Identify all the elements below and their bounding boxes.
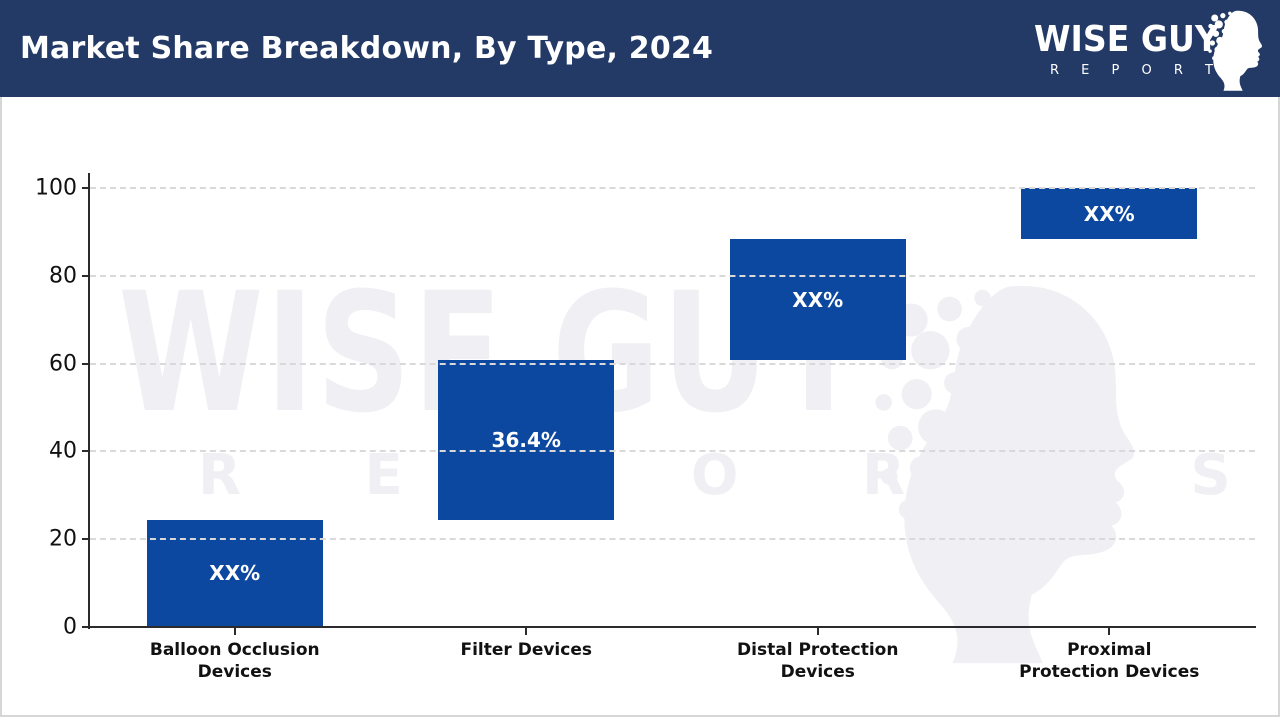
gridline: [90, 362, 1255, 365]
bar-segment: XX%: [1021, 188, 1198, 240]
y-axis-tick: [82, 538, 89, 541]
y-axis-tick-label: 100: [35, 175, 77, 201]
x-axis-tick: [816, 628, 819, 635]
bar-segment: XX%: [729, 239, 906, 361]
y-axis-tick-label: 80: [49, 263, 77, 289]
y-axis-tick: [82, 274, 89, 277]
brand-logo-subtext: R E P O R T S: [1050, 63, 1253, 78]
chart-canvas: WISE GUY R E P O R T S 0 20 40 60 80 100 XX% Ba…: [0, 97, 1280, 717]
bar-value-label: XX%: [792, 287, 844, 312]
x-axis-category-label: Proximal Protection Devices: [1019, 640, 1200, 683]
y-axis-line: [88, 173, 90, 629]
bar-value-label: XX%: [1083, 201, 1135, 226]
y-axis-tick-label: 0: [63, 614, 77, 640]
x-axis-category-label: Balloon Occlusion Devices: [149, 640, 320, 683]
x-axis-category-label: Distal Protection Devices: [737, 640, 899, 683]
brand-logo: WISE GUY R E P O R T S: [1006, 5, 1274, 93]
y-axis-tick: [82, 626, 89, 628]
y-axis-tick-label: 60: [49, 351, 77, 377]
y-axis-tick: [82, 362, 89, 365]
bar-segment: XX%: [146, 519, 323, 627]
gridline: [90, 450, 1255, 453]
bar-segment: 36.4%: [438, 360, 615, 520]
gridline: [90, 538, 1255, 541]
x-axis-tick: [525, 628, 528, 635]
y-axis-tick-label: 20: [49, 526, 77, 552]
y-axis-tick: [82, 187, 89, 189]
bar-value-label: 36.4%: [491, 427, 561, 452]
x-axis-tick: [1108, 628, 1111, 635]
dotted-head-icon: [1207, 10, 1262, 91]
page-title: Market Share Breakdown, By Type, 2024: [20, 31, 714, 66]
header-bar: Market Share Breakdown, By Type, 2024 WI…: [0, 0, 1280, 97]
x-axis-tick: [233, 628, 236, 635]
gridline: [90, 187, 1255, 189]
x-axis-category-label: Filter Devices: [460, 640, 592, 660]
waterfall-chart: 0 20 40 60 80 100 XX% Balloon Occlusion Devices…: [2, 97, 1278, 715]
gridline: [90, 274, 1255, 277]
y-axis-tick: [82, 450, 89, 453]
y-axis-tick-label: 40: [49, 438, 77, 464]
bar-value-label: XX%: [209, 561, 261, 586]
brand-logo-text: WISE GUY: [1034, 19, 1219, 60]
x-axis-line: [88, 626, 1256, 628]
